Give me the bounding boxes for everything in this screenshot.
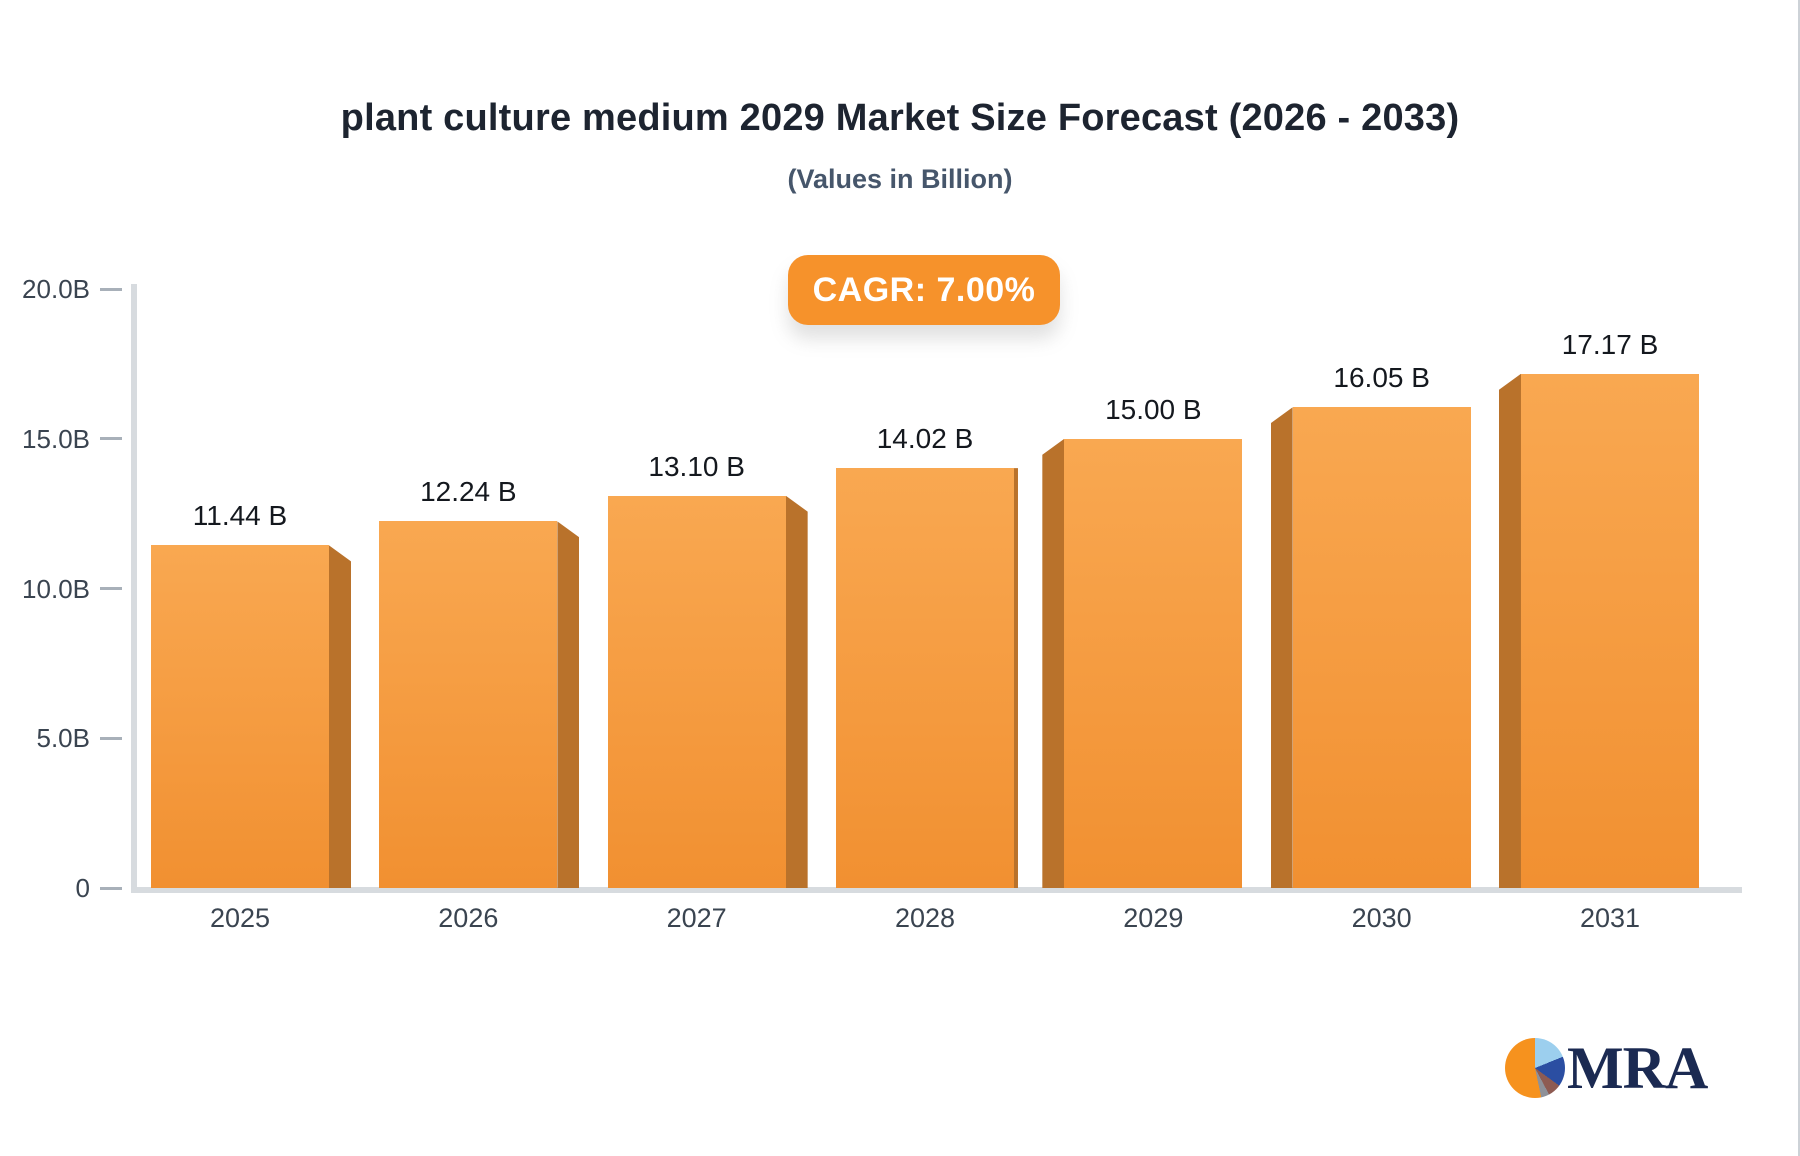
brand-logo-text: MRA xyxy=(1567,1035,1708,1101)
bar xyxy=(1064,438,1243,888)
y-axis-line xyxy=(131,284,137,893)
bar-3d-side xyxy=(1270,407,1293,888)
bar xyxy=(1292,407,1471,888)
y-axis-tick-mark xyxy=(100,287,122,291)
y-axis-tick-mark xyxy=(100,736,122,740)
y-axis-tick-mark xyxy=(100,587,122,590)
bar xyxy=(151,545,329,888)
y-axis-tick-label: 0 xyxy=(75,873,90,903)
x-axis-label: 2031 xyxy=(1579,903,1641,933)
x-axis-line xyxy=(131,887,1742,893)
bar-3d-side xyxy=(329,545,351,888)
cagr-badge: CAGR: 7.00% xyxy=(788,255,1060,325)
bar-3d-side xyxy=(1498,373,1521,888)
y-axis-tick-mark xyxy=(100,886,122,890)
bar xyxy=(379,521,558,888)
x-axis-label: 2025 xyxy=(209,903,271,933)
bar-value-label: 17.17 B xyxy=(1561,328,1659,360)
bar-3d-side xyxy=(1042,438,1065,888)
bar xyxy=(607,495,786,888)
chart-title: plant culture medium 2029 Market Size Fo… xyxy=(340,97,1460,139)
x-axis-label: 2027 xyxy=(666,903,727,933)
bar-3d-side xyxy=(1013,468,1018,888)
bar-value-label: 11.44 B xyxy=(192,500,288,532)
bar-value-label: 14.02 B xyxy=(876,423,974,455)
y-axis-tick-label: 15.0B xyxy=(22,423,90,454)
brand-logo: MRA xyxy=(1505,1034,1708,1102)
bar-value-label: 12.24 B xyxy=(420,476,517,508)
bar xyxy=(1520,373,1699,888)
x-axis-label: 2029 xyxy=(1123,903,1184,933)
y-axis-tick-label: 5.0B xyxy=(36,723,91,754)
screenshot-right-edge xyxy=(1798,0,1800,1156)
chart-subtitle: (Values in Billion) xyxy=(787,164,1013,194)
x-axis-label: 2028 xyxy=(894,903,956,933)
y-axis-tick-mark xyxy=(100,437,122,441)
x-axis-label: 2026 xyxy=(438,903,499,933)
y-axis-tick-label: 10.0B xyxy=(22,573,90,604)
y-axis-tick-label: 20.0B xyxy=(22,274,90,304)
bar-value-label: 13.10 B xyxy=(648,450,745,482)
bar xyxy=(835,468,1014,888)
x-axis-label: 2030 xyxy=(1351,903,1412,933)
cagr-badge-label: CAGR: 7.00% xyxy=(812,270,1036,309)
bar-value-label: 16.05 B xyxy=(1333,362,1430,394)
bar-3d-side xyxy=(785,495,808,888)
pie-chart-logo-icon xyxy=(1505,1038,1565,1098)
bar-3d-side xyxy=(557,521,580,888)
bar-value-label: 15.00 B xyxy=(1105,393,1202,425)
